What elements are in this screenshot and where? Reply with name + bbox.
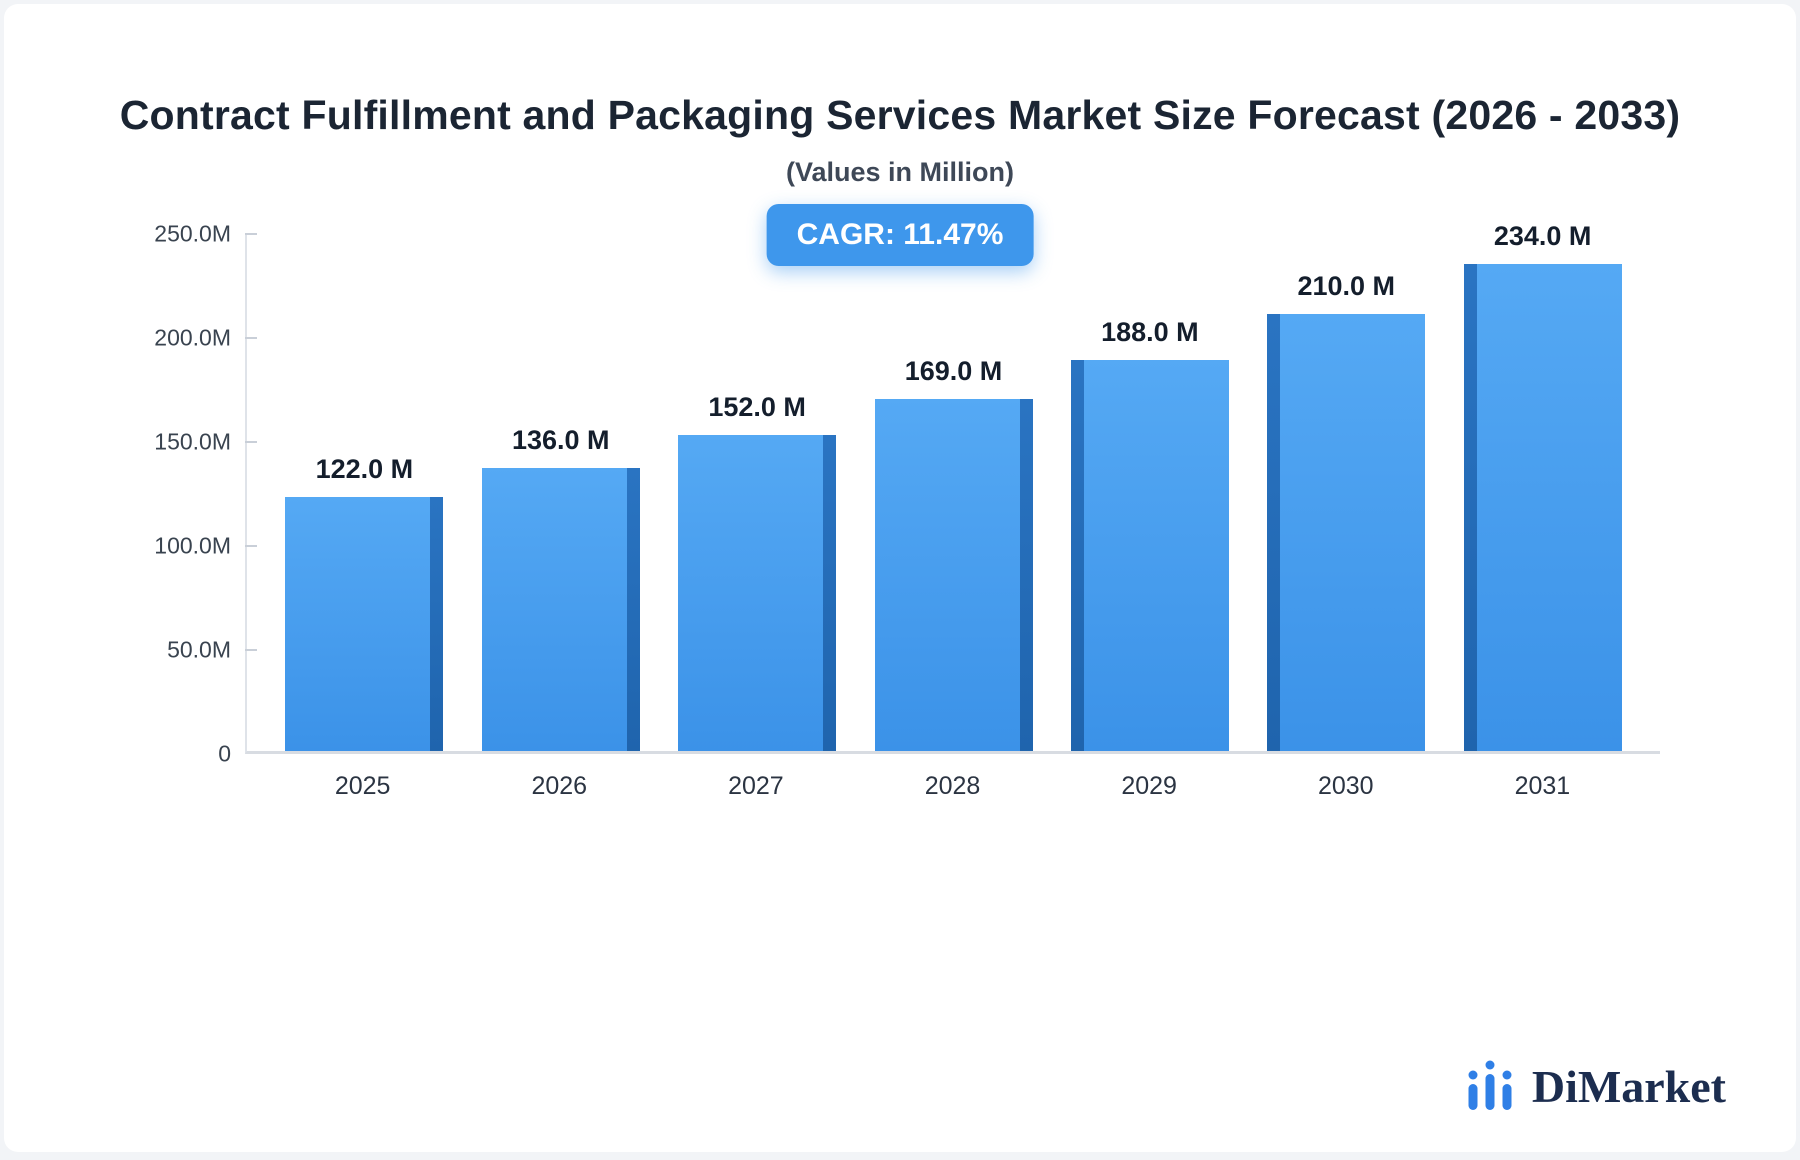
plot-area: 122.0 M 136.0 M 152.0 M 169.0 M 188.0 M 210.0… xyxy=(245,221,1660,754)
y-tick-label: 200.0M xyxy=(154,324,231,351)
bar-fill xyxy=(1267,314,1426,751)
x-axis-label: 2031 xyxy=(1514,772,1571,800)
x-axis-label: 2027 xyxy=(728,772,784,800)
bar-fill xyxy=(678,434,837,752)
y-tick-mark xyxy=(245,545,257,547)
bar-value-label: 169.0 M xyxy=(904,356,1003,387)
bar: 234.0 M xyxy=(1463,221,1622,751)
bar-fill xyxy=(481,468,640,751)
x-axis-label: 2025 xyxy=(334,772,391,800)
bar-value-label: 122.0 M xyxy=(315,454,414,485)
x-axis-label: 2026 xyxy=(531,772,588,800)
y-axis: 250.0M 200.0M 150.0M 100.0M 50.0M 0 xyxy=(140,221,245,767)
bar-value-label: 210.0 M xyxy=(1297,271,1396,302)
bar-fill xyxy=(285,497,444,751)
logo: DiMarket xyxy=(1466,1060,1726,1110)
y-tick-mark xyxy=(245,337,257,339)
chart-card: Contract Fulfillment and Packaging Servi… xyxy=(4,4,1796,1152)
y-tick-label: 50.0M xyxy=(167,636,231,663)
bar: 136.0 M xyxy=(481,425,640,751)
bar-value-label: 234.0 M xyxy=(1493,221,1592,252)
bar-fill xyxy=(1070,359,1229,752)
bar-value-label: 136.0 M xyxy=(511,425,610,456)
cagr-badge: CAGR: 11.47% xyxy=(766,204,1034,266)
bar-fill xyxy=(1463,264,1622,751)
x-axis-label: 2028 xyxy=(924,772,981,800)
logo-text: DiMarket xyxy=(1531,1061,1726,1112)
y-tick-label: 0 xyxy=(218,740,231,767)
y-tick-mark xyxy=(245,441,257,443)
bar-fill xyxy=(874,399,1033,751)
y-tick-mark xyxy=(245,649,257,651)
x-axis-label: 2030 xyxy=(1317,772,1374,800)
bar: 152.0 M xyxy=(678,392,837,752)
y-tick-label: 250.0M xyxy=(154,220,231,247)
chart-grid: 250.0M 200.0M 150.0M 100.0M 50.0M 0 122.0 M 13… xyxy=(140,221,1660,801)
chart-wrapper: CAGR: 11.47% 250.0M 200.0M 150.0M 100.0M 50.… xyxy=(140,204,1660,801)
bar: 122.0 M xyxy=(285,454,444,751)
chart-subtitle: (Values in Million) xyxy=(785,157,1015,187)
bar: 210.0 M xyxy=(1267,271,1426,751)
bar-chart-icon xyxy=(1468,1060,1512,1110)
y-tick-label: 100.0M xyxy=(154,532,231,559)
bar-value-label: 152.0 M xyxy=(708,391,806,422)
y-tick-mark xyxy=(245,233,257,235)
x-axis-label: 2029 xyxy=(1121,772,1177,800)
bar: 169.0 M xyxy=(874,356,1033,751)
x-axis: 2025 2026 2027 2028 2029 2030 2031 xyxy=(245,772,1660,801)
y-tick-label: 150.0M xyxy=(154,428,231,455)
bars-row: 122.0 M 136.0 M 152.0 M 169.0 M 188.0 M 210.0… xyxy=(247,221,1660,752)
chart-title: Contract Fulfillment and Packaging Servi… xyxy=(119,92,1681,138)
bar-value-label: 188.0 M xyxy=(1101,316,1199,347)
bar: 188.0 M xyxy=(1070,317,1229,752)
